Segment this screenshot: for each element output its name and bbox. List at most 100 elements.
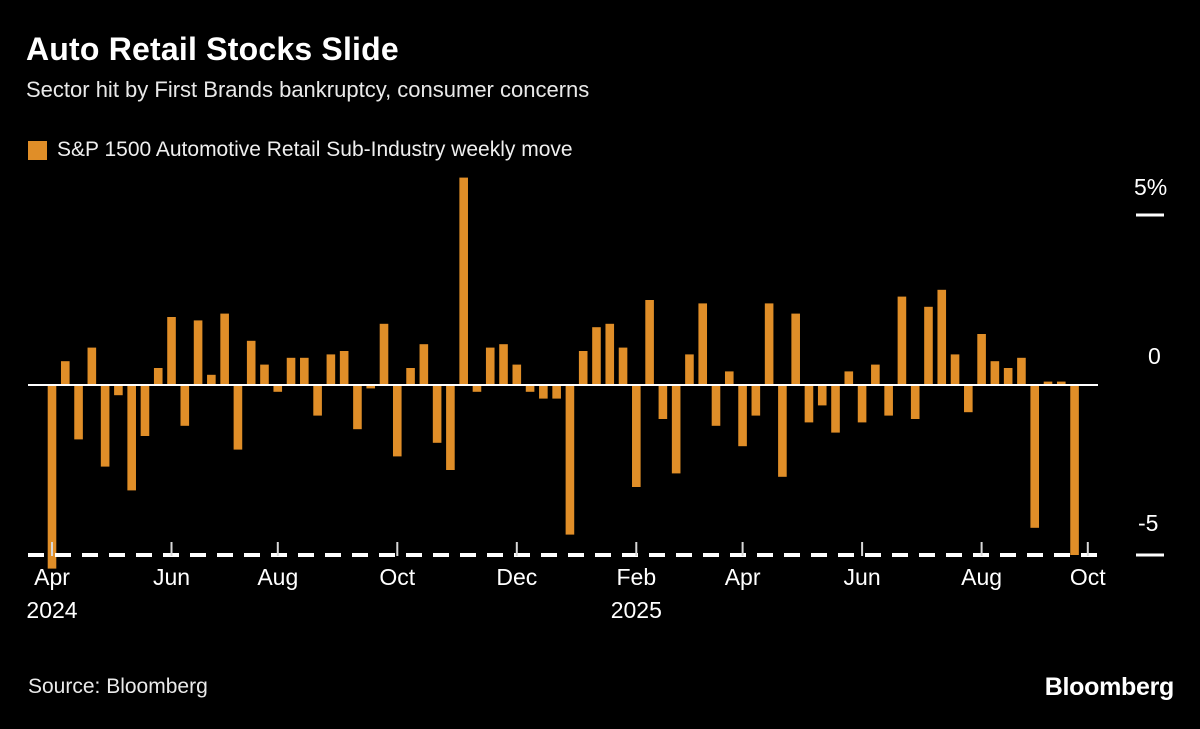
bar [552, 385, 561, 399]
bar [406, 368, 415, 385]
bar [738, 385, 747, 447]
y-axis-tick-label-0: 0 [1148, 343, 1161, 369]
bar [140, 385, 150, 436]
bar [910, 385, 920, 419]
bar [711, 385, 721, 426]
x-axis-label-month: Jun [843, 564, 881, 590]
legend-item-label: S&P 1500 Automotive Retail Sub-Industry … [57, 138, 573, 161]
x-axis-label-9: Oct [1070, 564, 1106, 591]
bar [778, 385, 787, 477]
x-axis-label-month: Aug [257, 564, 299, 590]
bar [897, 296, 907, 385]
bar [525, 385, 535, 392]
bar [1070, 385, 1079, 555]
bar [857, 385, 867, 423]
bar [100, 385, 110, 467]
y-axis-tick-label-neg5: -5 [1138, 510, 1159, 536]
x-axis-labels: Apr 2024 Jun Aug Oct Dec Feb 2025 Apr Jun Aug Oct [0, 560, 1200, 650]
bar [578, 351, 588, 385]
bar [392, 385, 402, 457]
bar [339, 351, 349, 385]
x-axis-label-month: Dec [496, 564, 538, 590]
bar [326, 354, 336, 385]
source-note: Source: Bloomberg [28, 675, 208, 698]
bar [645, 300, 654, 385]
bar [724, 371, 734, 385]
x-axis-label-month: Apr [34, 564, 70, 590]
bar [485, 347, 495, 385]
bar [260, 364, 269, 385]
x-axis-label-3: Oct [379, 564, 415, 591]
bar [884, 385, 893, 416]
bar [472, 385, 482, 392]
x-axis-label-2: Aug [257, 564, 298, 591]
bar [353, 385, 362, 430]
bar [671, 385, 681, 474]
bar [220, 313, 229, 385]
x-axis-label-month: Apr [724, 564, 761, 590]
chart-header: Auto Retail Stocks Slide Sector hit by F… [26, 30, 1176, 104]
bar [924, 306, 933, 385]
bar [512, 364, 522, 385]
chart-legend: S&P 1500 Automotive Retail Sub-Industry … [28, 138, 573, 162]
bar [286, 357, 296, 385]
bar [233, 385, 243, 450]
bar [87, 347, 97, 385]
x-axis-ticks [51, 542, 1089, 556]
bar [153, 368, 163, 385]
bar [605, 323, 615, 385]
bar [180, 385, 190, 426]
bar [871, 364, 880, 385]
bar [539, 385, 548, 399]
bar [366, 385, 376, 389]
bar [632, 385, 641, 487]
bar [592, 327, 601, 385]
bar [74, 385, 83, 440]
bar [114, 385, 123, 396]
bar [751, 385, 761, 416]
x-axis-label-month: Aug [961, 564, 1003, 590]
bar [446, 385, 455, 470]
x-axis-label-4: Dec [496, 564, 537, 591]
bar [47, 385, 57, 569]
y-axis-labels: 5% 0 -5 [1118, 0, 1200, 600]
y-axis-tick-label-5: 5% [1134, 174, 1168, 200]
bar [207, 374, 216, 385]
bar [658, 385, 668, 419]
x-axis-label-year: 2025 [610, 597, 662, 623]
x-axis-label-year: 2024 [26, 597, 78, 623]
legend-swatch-icon [28, 140, 47, 160]
bar [1003, 368, 1013, 385]
x-axis-label-1: Jun [153, 564, 190, 591]
bloomberg-logo: Bloomberg [1044, 673, 1175, 701]
bar [990, 361, 1000, 385]
bar [804, 385, 814, 423]
bar [1056, 381, 1066, 385]
chart-footer: Source: Bloomberg Bloomberg [0, 653, 1200, 729]
bar [764, 303, 774, 385]
x-axis-label-6: Apr [725, 564, 761, 591]
bar [60, 361, 70, 385]
x-axis-label-5: Feb 2025 [611, 564, 662, 624]
x-axis-label-month: Feb [616, 564, 657, 590]
bar [379, 323, 389, 385]
x-axis-label-month: Oct [1069, 564, 1106, 590]
bar-series [47, 177, 1079, 569]
x-axis-label-month: Oct [379, 564, 416, 590]
bar [1043, 381, 1053, 385]
bar [698, 303, 708, 385]
bar [459, 177, 468, 385]
bar [977, 334, 986, 385]
bar [300, 357, 309, 385]
bar [193, 320, 203, 385]
x-axis-label-7: Jun [844, 564, 881, 591]
chart-subtitle: Sector hit by First Brands bankruptcy, c… [26, 77, 590, 102]
bar [1017, 357, 1026, 385]
bar [791, 313, 800, 385]
bar [246, 340, 256, 385]
bar [167, 317, 176, 385]
x-axis-label-month: Jun [152, 564, 191, 590]
bar [618, 347, 628, 385]
bar [432, 385, 442, 443]
